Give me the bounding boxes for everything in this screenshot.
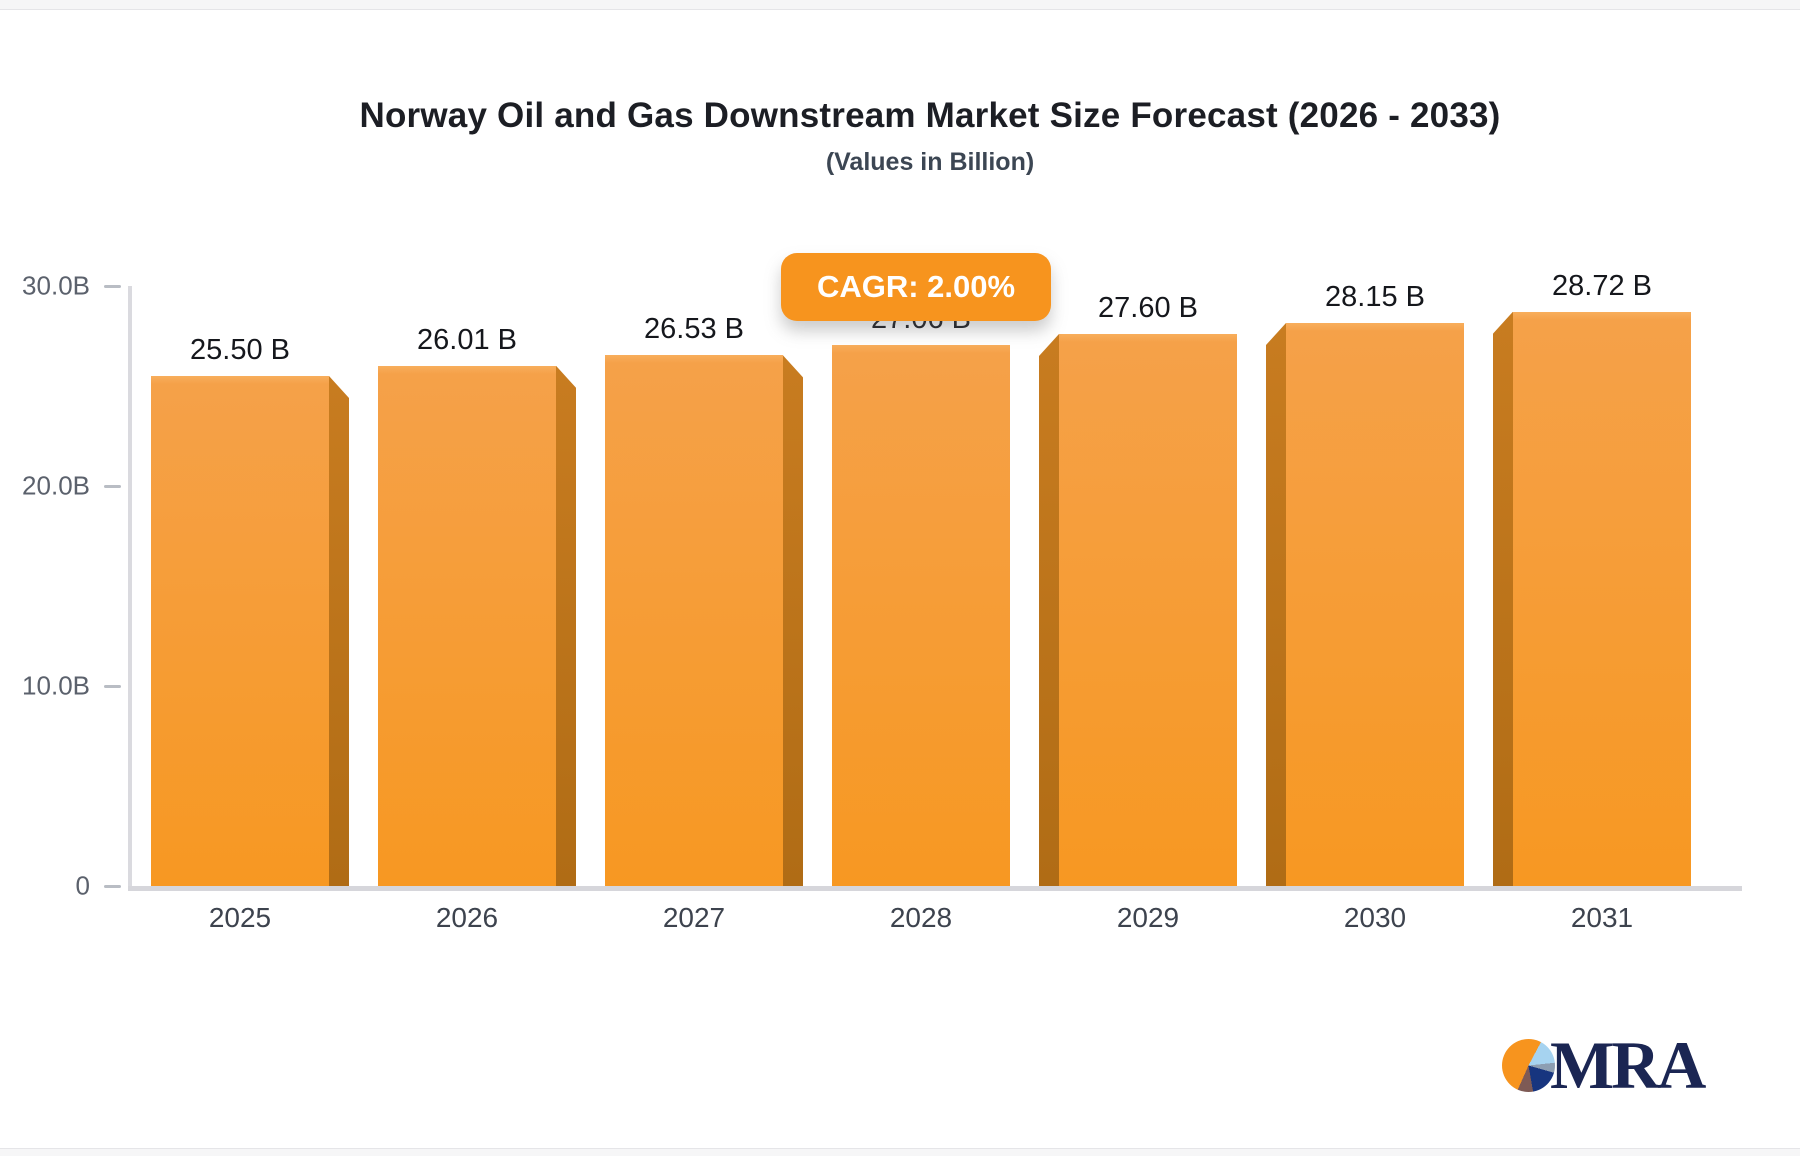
x-tick-label: 2029	[1116, 902, 1180, 933]
bar-3d-side-2030	[1266, 323, 1286, 886]
bar-3d-side-2025	[329, 376, 349, 886]
bar-value-label: 26.01 B	[417, 323, 517, 356]
y-tick-mark	[104, 285, 121, 288]
chart-title: Norway Oil and Gas Downstream Market Siz…	[359, 96, 1501, 135]
y-tick-mark	[104, 885, 121, 888]
x-tick-label: 2031	[1570, 902, 1634, 933]
bar-2026	[378, 365, 556, 886]
x-tick-label: 2025	[208, 902, 272, 933]
pie-chart-logo-icon	[1502, 1038, 1555, 1092]
y-tick-label: 30.0B	[22, 270, 90, 301]
x-tick-label: 2030	[1343, 902, 1407, 933]
bar-value-label: 26.53 B	[644, 313, 744, 346]
y-axis-line	[128, 286, 132, 887]
logo-text: MRA	[1550, 1027, 1706, 1103]
bar-2029	[1059, 334, 1237, 886]
x-axis-line	[128, 886, 1742, 891]
bar-3d-side-2026	[556, 365, 576, 886]
x-tick-label: 2027	[662, 902, 726, 933]
y-tick-label: 0	[75, 870, 90, 901]
y-tick-mark	[104, 485, 121, 488]
bottom-edge-band	[0, 1148, 1800, 1156]
mra-logo: MRA	[1502, 1027, 1706, 1103]
bar-2030	[1286, 323, 1464, 886]
bar-2025	[151, 376, 329, 886]
y-tick-mark	[104, 685, 121, 688]
bar-2028	[832, 344, 1010, 886]
y-tick-label: 10.0B	[22, 670, 90, 701]
bar-value-label: 25.50 B	[190, 334, 290, 366]
cagr-badge: CAGR: 2.00%	[781, 253, 1051, 321]
x-tick-label: 2028	[889, 902, 953, 933]
bar-3d-side-2031	[1493, 311, 1513, 886]
bar-3d-side-2029	[1039, 334, 1059, 886]
bar-3d-side-2027	[783, 355, 803, 886]
chart-subtitle: (Values in Billion)	[825, 148, 1035, 176]
bar-value-label: 28.15 B	[1325, 281, 1425, 313]
x-tick-label: 2026	[435, 902, 499, 933]
bar-value-label: 27.60 B	[1098, 292, 1198, 324]
bar-2027	[605, 355, 783, 886]
top-edge-band	[0, 0, 1800, 10]
y-tick-label: 20.0B	[22, 470, 90, 501]
bar-2031	[1513, 311, 1691, 886]
bar-value-label: 28.72 B	[1552, 269, 1652, 302]
